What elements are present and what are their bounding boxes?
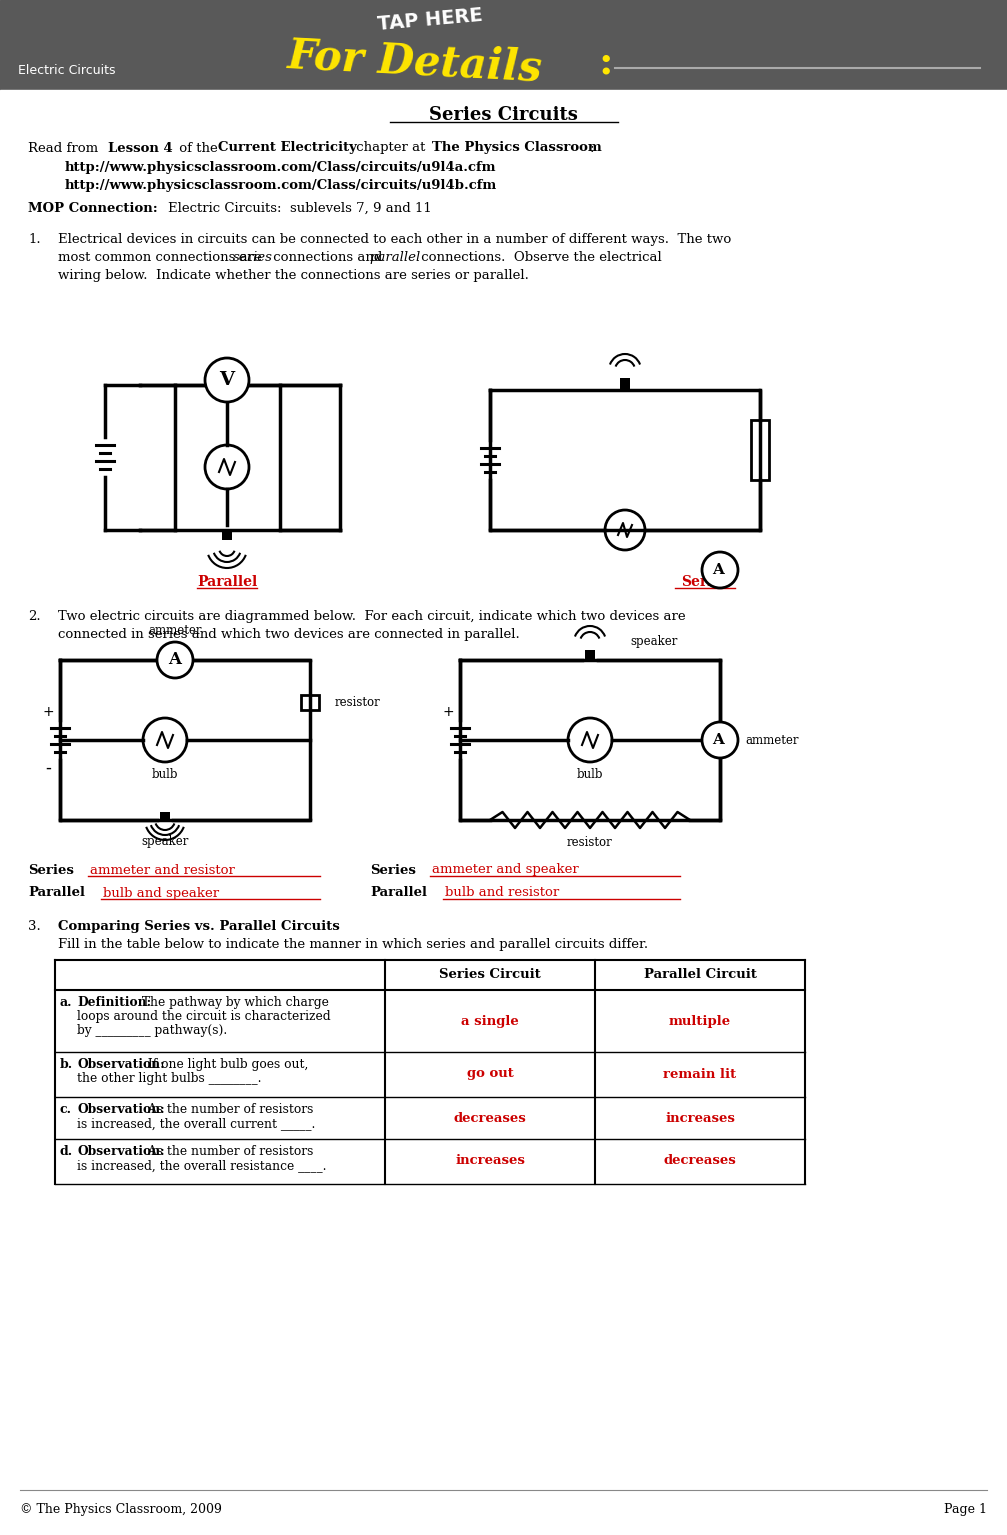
Text: V: V [220, 371, 235, 388]
Text: ammeter and speaker: ammeter and speaker [432, 864, 579, 876]
Text: a single: a single [461, 1015, 519, 1027]
Text: Series: Series [370, 864, 416, 876]
Text: As the number of resistors: As the number of resistors [144, 1104, 313, 1116]
Text: connections.  Observe the electrical: connections. Observe the electrical [417, 252, 662, 264]
Text: +: + [442, 705, 454, 718]
Text: by _________ pathway(s).: by _________ pathway(s). [77, 1024, 228, 1038]
Text: A: A [712, 734, 724, 748]
Text: For Details: For Details [286, 34, 544, 89]
Text: Electrical devices in circuits can be connected to each other in a number of dif: Electrical devices in circuits can be co… [58, 233, 731, 246]
Text: loops around the circuit is characterized: loops around the circuit is characterize… [77, 1010, 330, 1022]
Text: © The Physics Classroom, 2009: © The Physics Classroom, 2009 [20, 1503, 222, 1517]
Text: speaker: speaker [141, 835, 188, 849]
Text: multiple: multiple [669, 1015, 731, 1027]
Text: Comparing Series vs. Parallel Circuits: Comparing Series vs. Parallel Circuits [58, 919, 339, 933]
Text: Observation:: Observation: [77, 1058, 164, 1071]
Text: a.: a. [60, 996, 73, 1008]
Text: Observation:: Observation: [77, 1145, 164, 1157]
Text: Two electric circuits are diagrammed below.  For each circuit, indicate which tw: Two electric circuits are diagrammed bel… [58, 609, 686, 623]
Bar [620, 378, 630, 390]
Text: speaker: speaker [630, 635, 678, 648]
Text: 1.: 1. [28, 233, 40, 246]
Text: series: series [233, 252, 273, 264]
Text: wiring below.  Indicate whether the connections are series or parallel.: wiring below. Indicate whether the conne… [58, 269, 529, 282]
Text: MOP Connection:: MOP Connection: [28, 201, 158, 215]
Bar [160, 812, 170, 820]
Text: A: A [712, 563, 724, 577]
Text: -: - [45, 758, 51, 777]
Text: ammeter and resistor: ammeter and resistor [90, 864, 235, 876]
Bar [222, 530, 232, 540]
Text: Electric Circuits:  sublevels 7, 9 and 11: Electric Circuits: sublevels 7, 9 and 11 [168, 201, 432, 215]
Text: Electric Circuits: Electric Circuits [18, 63, 116, 77]
Text: 2.: 2. [28, 609, 40, 623]
Text: resistor: resistor [335, 695, 381, 709]
Bar [0, 0, 1007, 91]
Text: bulb: bulb [152, 768, 178, 780]
Text: c.: c. [60, 1104, 71, 1116]
Text: Series Circuit: Series Circuit [439, 969, 541, 981]
Text: connections and: connections and [269, 252, 387, 264]
Text: is increased, the overall resistance ____.: is increased, the overall resistance ___… [77, 1159, 326, 1173]
Text: Parallel Circuit: Parallel Circuit [643, 969, 756, 981]
Text: Page 1: Page 1 [944, 1503, 987, 1517]
Bar [585, 649, 595, 660]
Text: Parallel: Parallel [197, 576, 257, 589]
Text: Series: Series [681, 576, 729, 589]
Text: TAP HERE: TAP HERE [377, 6, 483, 34]
Text: bulb and speaker: bulb and speaker [103, 887, 220, 900]
Text: http://www.physicsclassroom.com/Class/circuits/u9l4a.cfm: http://www.physicsclassroom.com/Class/ci… [65, 161, 496, 175]
Text: Read from: Read from [28, 141, 103, 155]
Text: A: A [168, 651, 181, 669]
Text: d.: d. [60, 1145, 74, 1157]
Text: Definition:: Definition: [77, 996, 151, 1008]
Text: Current Electricity: Current Electricity [218, 141, 356, 155]
Text: remain lit: remain lit [664, 1067, 736, 1081]
Text: most common connections are: most common connections are [58, 252, 266, 264]
Bar [301, 695, 319, 711]
Text: The pathway by which charge: The pathway by which charge [138, 996, 329, 1008]
Text: bulb: bulb [577, 768, 603, 780]
Text: As the number of resistors: As the number of resistors [144, 1145, 313, 1157]
Text: resistor: resistor [567, 835, 613, 849]
Text: 3.: 3. [28, 919, 40, 933]
Text: the other light bulbs ________.: the other light bulbs ________. [77, 1071, 262, 1085]
Circle shape [157, 642, 193, 678]
Text: chapter at: chapter at [352, 141, 430, 155]
Text: Observation:: Observation: [77, 1104, 164, 1116]
Text: increases: increases [455, 1154, 525, 1168]
Text: parallel: parallel [369, 252, 420, 264]
Circle shape [702, 553, 738, 588]
Text: +: + [42, 705, 53, 718]
Text: Series Circuits: Series Circuits [429, 106, 577, 124]
Text: Parallel: Parallel [370, 887, 427, 900]
Text: decreases: decreases [664, 1154, 736, 1168]
Text: Fill in the table below to indicate the manner in which series and parallel circ: Fill in the table below to indicate the … [58, 938, 649, 952]
Text: bulb and resistor: bulb and resistor [445, 887, 559, 900]
Text: go out: go out [466, 1067, 514, 1081]
Text: connected in series and which two devices are connected in parallel.: connected in series and which two device… [58, 628, 520, 642]
Text: of the: of the [175, 141, 222, 155]
Text: Parallel: Parallel [28, 887, 85, 900]
Text: If one light bulb goes out,: If one light bulb goes out, [144, 1058, 308, 1071]
Text: http://www.physicsclassroom.com/Class/circuits/u9l4b.cfm: http://www.physicsclassroom.com/Class/ci… [65, 180, 497, 192]
Text: ammeter: ammeter [148, 623, 201, 637]
Text: decreases: decreases [453, 1111, 527, 1125]
Text: The Physics Classroom: The Physics Classroom [432, 141, 602, 155]
Text: Series: Series [28, 864, 74, 876]
Circle shape [205, 358, 249, 402]
Text: :: : [598, 43, 612, 81]
Bar [751, 421, 769, 480]
Text: ammeter: ammeter [745, 734, 799, 746]
Circle shape [702, 721, 738, 758]
Text: b.: b. [60, 1058, 74, 1071]
Text: increases: increases [665, 1111, 735, 1125]
Text: :: : [590, 141, 594, 155]
Text: Lesson 4: Lesson 4 [108, 141, 173, 155]
Text: is increased, the overall current _____.: is increased, the overall current _____. [77, 1117, 315, 1130]
